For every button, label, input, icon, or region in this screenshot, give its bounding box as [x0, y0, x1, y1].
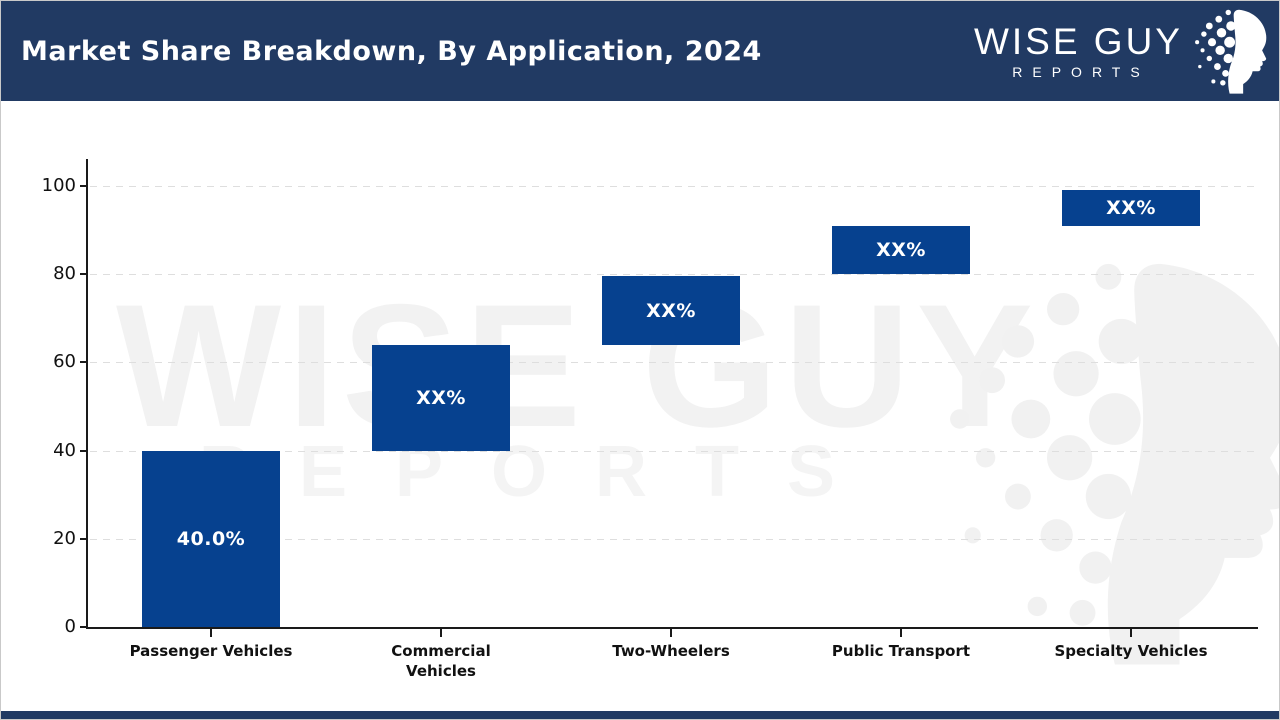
- y-gridline: [90, 362, 1258, 364]
- y-tick-mark: [80, 626, 88, 628]
- waterfall-chart: WISE GUY REPORTS 0 20 40 60 80 100 40.0% XX% XX%…: [1, 101, 1279, 713]
- x-tick-mark: [1130, 629, 1132, 637]
- bar-segment: 40.0%: [142, 450, 280, 627]
- category-label: Two-Wheelers: [612, 642, 730, 660]
- x-tick-mark: [900, 629, 902, 637]
- y-tick-label: 100: [41, 175, 76, 196]
- bar-value-label: XX%: [876, 238, 926, 261]
- brand-name: WISE GUY: [973, 20, 1183, 62]
- y-gridline: [90, 186, 1258, 187]
- wiseguy-head-icon: [1195, 9, 1267, 94]
- bar-segment: XX%: [602, 276, 740, 345]
- y-gridline: [90, 274, 1258, 276]
- y-tick-mark: [80, 537, 88, 540]
- y-gridline: [90, 450, 1258, 452]
- y-tick-label: 20: [53, 527, 76, 549]
- y-tick-label: 60: [53, 351, 76, 373]
- y-tick-label: 40: [53, 439, 76, 461]
- x-tick-mark: [440, 629, 442, 637]
- brand-logo: WISE GUY REPORTS: [974, 7, 1279, 95]
- x-tick-mark: [670, 629, 672, 637]
- y-tick-mark: [80, 449, 88, 452]
- bar-segment: XX%: [1062, 190, 1200, 226]
- watermark-text-2: REPORTS: [199, 432, 884, 512]
- bar-segment: XX%: [832, 225, 970, 275]
- y-tick-mark: [80, 273, 88, 276]
- header-bar: Market Share Breakdown, By Application, …: [1, 1, 1279, 101]
- watermark-text-1: WISE GUY: [116, 269, 1040, 464]
- category-label: Commercial Vehicles: [391, 642, 491, 680]
- bar-value-label: XX%: [1106, 197, 1156, 220]
- brand-subname: REPORTS: [1012, 63, 1150, 80]
- bar-value-label: XX%: [646, 299, 696, 322]
- watermark-head-icon: [950, 263, 1279, 665]
- x-tick-mark: [210, 629, 212, 637]
- watermark: WISE GUY REPORTS: [1, 101, 1279, 713]
- y-axis-line: [86, 159, 88, 629]
- y-tick-mark: [80, 185, 88, 187]
- y-tick-mark: [80, 361, 88, 364]
- category-label: Passenger Vehicles: [129, 642, 293, 660]
- x-axis-line: [86, 627, 1258, 629]
- y-tick-label: 80: [53, 263, 76, 285]
- category-label: Specialty Vehicles: [1054, 642, 1208, 660]
- y-gridline: [90, 538, 1258, 540]
- footer-bar: [1, 711, 1279, 719]
- bar-value-label: XX%: [416, 386, 466, 409]
- y-tick-label: 0: [64, 616, 76, 637]
- bar-segment: XX%: [372, 344, 510, 451]
- bar-value-label: 40.0%: [176, 527, 246, 550]
- category-label: Public Transport: [831, 642, 971, 660]
- page-title: Market Share Breakdown, By Application, …: [21, 35, 762, 67]
- brand-wordmark: WISE GUY REPORTS: [974, 23, 1183, 80]
